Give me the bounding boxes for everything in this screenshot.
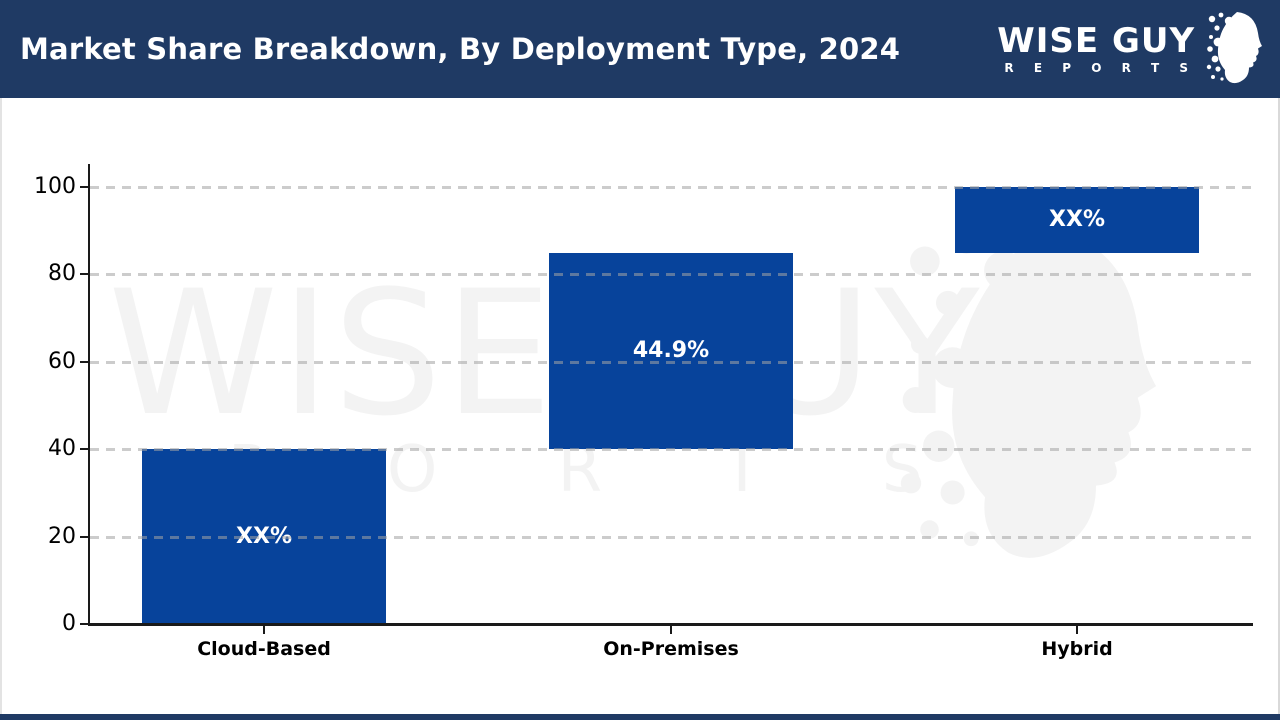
bar-value-label: 44.9% <box>632 338 710 364</box>
bar-hybrid: XX% <box>955 186 1199 253</box>
y-tick-label: 20 <box>48 523 76 549</box>
x-category-label: Hybrid <box>1041 638 1113 660</box>
bar-on-premises: 44.9% <box>549 252 793 449</box>
footer-bar <box>0 714 1280 720</box>
x-category-label: Cloud-Based <box>197 638 331 660</box>
y-tick-mark <box>80 448 89 450</box>
y-tick-mark <box>80 535 89 538</box>
gridline <box>90 360 1253 364</box>
gridline <box>90 185 1253 189</box>
y-tick-label: 100 <box>34 173 76 199</box>
chart-title: Market Share Breakdown, By Deployment Ty… <box>20 32 901 66</box>
x-tick-mark <box>670 626 672 634</box>
y-tick-label: 80 <box>48 261 76 286</box>
gridline <box>90 273 1253 276</box>
logo-text: WISE GUY R E P O R T S <box>996 24 1196 74</box>
x-category-label: On-Premises <box>603 638 739 660</box>
gridline <box>90 535 1253 539</box>
y-tick-mark <box>80 623 89 625</box>
bar-value-label: XX% <box>1049 207 1105 233</box>
x-tick-mark <box>1076 626 1078 634</box>
head-profile-icon <box>1206 12 1262 84</box>
wise-guy-reports-logo: WISE GUY R E P O R T S <box>996 4 1266 94</box>
x-axis-line <box>88 623 1253 626</box>
y-tick-label: 0 <box>62 611 76 636</box>
x-tick-mark <box>263 626 265 634</box>
y-tick-mark <box>80 360 89 363</box>
y-tick-mark <box>80 273 89 275</box>
y-tick-label: 60 <box>48 348 76 374</box>
logo-subtitle: R E P O R T S <box>1004 61 1196 75</box>
logo-wordmark: WISE GUY <box>997 21 1196 61</box>
gridline <box>90 448 1253 451</box>
y-axis-line <box>88 164 90 626</box>
y-tick-mark <box>80 185 89 188</box>
y-tick-label: 40 <box>48 436 76 461</box>
header-bar: Market Share Breakdown, By Deployment Ty… <box>0 0 1280 98</box>
